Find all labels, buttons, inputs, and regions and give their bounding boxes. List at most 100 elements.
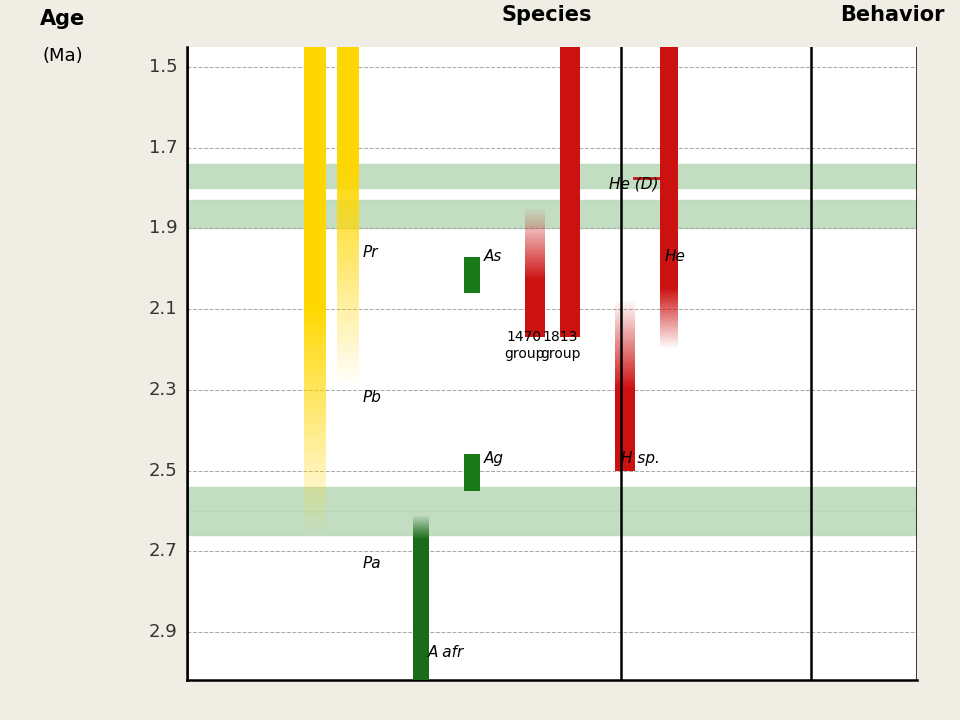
Bar bbox=[337, 295, 359, 301]
Text: 2.1: 2.1 bbox=[149, 300, 178, 318]
Bar bbox=[337, 262, 359, 268]
Bar bbox=[337, 240, 359, 246]
Bar bbox=[525, 245, 545, 246]
Bar bbox=[660, 305, 678, 307]
Bar bbox=[337, 184, 359, 190]
Bar bbox=[525, 215, 545, 217]
Bar bbox=[337, 218, 359, 223]
Bar bbox=[337, 174, 359, 179]
Bar bbox=[525, 241, 545, 243]
Bar bbox=[525, 228, 545, 230]
Bar bbox=[337, 323, 359, 329]
Bar bbox=[304, 453, 325, 459]
Bar bbox=[304, 320, 325, 326]
Bar bbox=[304, 493, 325, 499]
Bar bbox=[304, 338, 325, 343]
Bar bbox=[660, 310, 678, 312]
Bar bbox=[525, 253, 545, 256]
Bar bbox=[525, 274, 545, 276]
Bar bbox=[660, 47, 678, 289]
Bar bbox=[304, 332, 325, 338]
Bar bbox=[614, 301, 636, 303]
Bar bbox=[614, 321, 636, 323]
Text: 2.7: 2.7 bbox=[149, 542, 178, 560]
Bar bbox=[614, 379, 636, 381]
Bar bbox=[614, 315, 636, 317]
Bar bbox=[304, 534, 325, 539]
Bar bbox=[525, 210, 545, 212]
Bar bbox=[660, 292, 678, 294]
Bar bbox=[304, 413, 325, 418]
Bar bbox=[304, 516, 325, 522]
Bar bbox=[187, 164, 917, 188]
Text: He: He bbox=[664, 249, 685, 264]
Bar bbox=[304, 343, 325, 349]
Bar bbox=[525, 264, 545, 266]
Bar bbox=[614, 346, 636, 348]
Bar bbox=[337, 351, 359, 356]
Bar bbox=[525, 214, 545, 215]
Bar bbox=[304, 424, 325, 430]
Bar bbox=[614, 354, 636, 356]
Bar bbox=[614, 330, 636, 332]
Bar bbox=[525, 243, 545, 245]
Bar bbox=[304, 470, 325, 476]
Bar bbox=[525, 225, 545, 226]
Bar bbox=[304, 447, 325, 453]
Text: 2.9: 2.9 bbox=[149, 623, 178, 641]
Bar bbox=[660, 320, 678, 323]
Bar bbox=[614, 370, 636, 372]
Bar bbox=[304, 407, 325, 413]
Bar bbox=[614, 343, 636, 346]
Bar bbox=[614, 387, 636, 390]
Bar bbox=[525, 256, 545, 257]
Bar bbox=[560, 47, 581, 338]
Bar bbox=[525, 226, 545, 228]
Bar bbox=[337, 346, 359, 351]
Text: Age: Age bbox=[39, 9, 85, 29]
Bar bbox=[660, 327, 678, 328]
Text: Species: Species bbox=[502, 5, 592, 25]
Bar bbox=[413, 539, 429, 680]
Bar bbox=[660, 330, 678, 331]
Bar bbox=[337, 279, 359, 284]
Bar bbox=[337, 368, 359, 373]
Bar bbox=[525, 232, 545, 234]
Bar bbox=[614, 336, 636, 339]
Text: As: As bbox=[484, 249, 502, 264]
Bar bbox=[660, 313, 678, 315]
Bar bbox=[614, 319, 636, 321]
Bar bbox=[337, 235, 359, 240]
Bar bbox=[525, 221, 545, 222]
Bar bbox=[337, 201, 359, 207]
Bar bbox=[614, 332, 636, 334]
Bar bbox=[525, 238, 545, 239]
Bar bbox=[614, 361, 636, 363]
Bar bbox=[337, 268, 359, 274]
Bar bbox=[614, 307, 636, 310]
Bar bbox=[614, 366, 636, 368]
Bar bbox=[614, 390, 636, 471]
Bar bbox=[525, 271, 545, 274]
Bar bbox=[525, 270, 545, 271]
Bar bbox=[337, 179, 359, 184]
Bar bbox=[525, 259, 545, 261]
Bar bbox=[660, 341, 678, 342]
Bar bbox=[525, 263, 545, 264]
Bar bbox=[660, 300, 678, 301]
Bar bbox=[614, 359, 636, 361]
Bar bbox=[337, 190, 359, 196]
Bar bbox=[525, 257, 545, 259]
Bar bbox=[337, 373, 359, 379]
Bar bbox=[660, 289, 678, 290]
Bar bbox=[304, 47, 325, 309]
Bar bbox=[304, 326, 325, 332]
Text: 1.7: 1.7 bbox=[149, 139, 178, 157]
Bar bbox=[614, 317, 636, 319]
Bar bbox=[525, 279, 545, 281]
Bar bbox=[337, 334, 359, 340]
Bar bbox=[660, 345, 678, 346]
Bar bbox=[337, 246, 359, 251]
Bar bbox=[660, 334, 678, 336]
Bar bbox=[660, 307, 678, 309]
